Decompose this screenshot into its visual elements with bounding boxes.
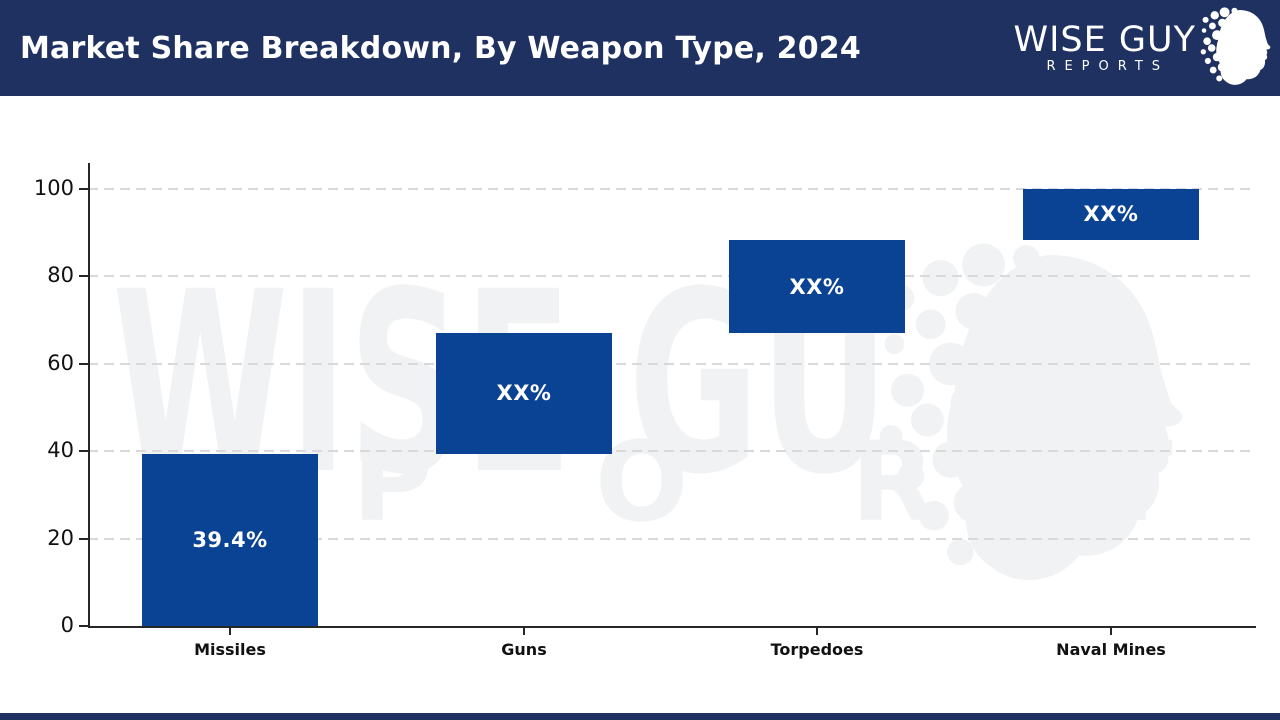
- bar-naval-mines: XX%: [1023, 188, 1199, 241]
- bar-value-label-naval-mines: XX%: [1083, 202, 1139, 227]
- gridline-60: [88, 362, 1256, 365]
- page-title: Market Share Breakdown, By Weapon Type, …: [20, 30, 861, 66]
- bar-guns: XX%: [436, 332, 612, 454]
- gridline-20: [88, 537, 1256, 540]
- gridline-100: [88, 187, 1256, 190]
- bar-missiles: 39.4%: [142, 453, 318, 626]
- bar-torpedoes: XX%: [729, 240, 905, 333]
- brand-logo-text: WISE GUY REPORTS: [1013, 19, 1196, 75]
- y-tick-20: [79, 537, 88, 540]
- bar-value-label-torpedoes: XX%: [789, 274, 845, 299]
- footer-bar: [0, 713, 1280, 720]
- y-tick-label-40: 40: [47, 438, 74, 462]
- logo-wordmark: WISE GUY: [1013, 19, 1196, 60]
- y-axis-spine: [88, 163, 90, 628]
- x-tick-naval-mines: [1110, 628, 1112, 635]
- y-tick-0: [79, 625, 88, 627]
- x-category-label-missiles: Missiles: [194, 640, 266, 659]
- x-category-label-torpedoes: Torpedoes: [770, 640, 864, 659]
- bar-value-label-missiles: 39.4%: [192, 527, 268, 552]
- gridline-40: [88, 450, 1256, 452]
- y-tick-60: [79, 362, 88, 365]
- y-tick-100: [79, 187, 88, 190]
- brand-logo: WISE GUY REPORTS: [1013, 6, 1274, 90]
- x-category-label-naval-mines: Naval Mines: [1056, 640, 1166, 659]
- logo-subtext: REPORTS: [1046, 59, 1170, 75]
- x-tick-torpedoes: [816, 628, 818, 635]
- y-tick-label-60: 60: [47, 350, 74, 375]
- header-bar: Market Share Breakdown, By Weapon Type, …: [0, 0, 1280, 96]
- gridline-80: [88, 275, 1256, 277]
- y-tick-label-80: 80: [47, 263, 74, 287]
- x-tick-missiles: [229, 628, 231, 635]
- y-tick-40: [79, 450, 88, 452]
- x-tick-guns: [523, 628, 525, 635]
- y-tick-80: [79, 275, 88, 277]
- y-tick-label-100: 100: [33, 175, 74, 200]
- x-axis-spine: [88, 626, 1256, 628]
- bar-value-label-guns: XX%: [496, 381, 552, 406]
- wiseguy-head-icon: [1198, 6, 1274, 90]
- y-tick-label-0: 0: [60, 613, 74, 637]
- y-tick-label-20: 20: [47, 525, 74, 550]
- x-category-label-guns: Guns: [501, 640, 547, 659]
